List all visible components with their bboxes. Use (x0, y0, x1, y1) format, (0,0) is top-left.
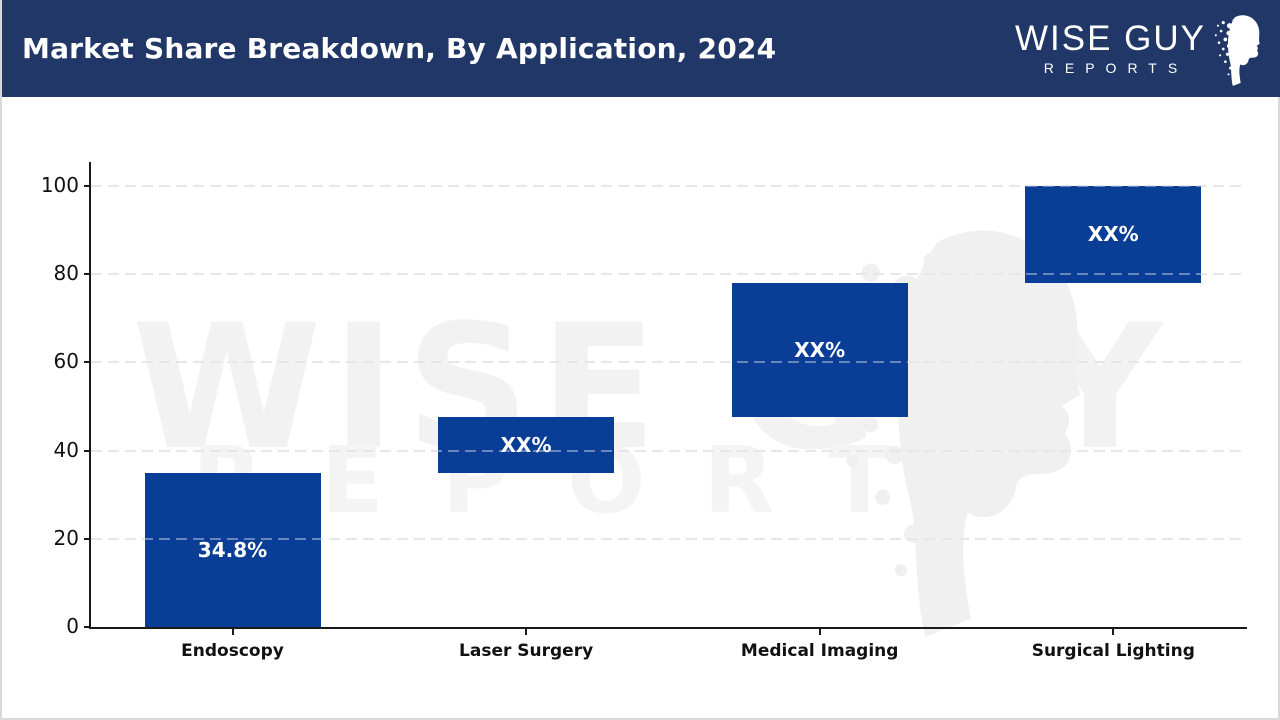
bar-surgical-lighting: XX% (1025, 185, 1202, 283)
gridline-100 (91, 184, 1247, 187)
y-tick-mark-0 (84, 626, 91, 628)
y-tick-mark-40 (84, 449, 91, 452)
bar-medical-imaging: XX% (731, 282, 908, 418)
gridline-80 (91, 273, 1247, 276)
y-tick-label-20: 20 (53, 525, 79, 550)
logo-brand-name: WISE GUY (1014, 19, 1206, 58)
x-tick-mark-1 (525, 628, 528, 635)
y-tick-label-80: 80 (53, 261, 79, 286)
y-tick-label-0: 0 (66, 614, 79, 638)
x-tick-mark-3 (1112, 628, 1115, 635)
wise-guy-reports-logo: WISE GUY REPORTS (1015, 12, 1264, 86)
x-category-label-0: Endoscopy (181, 641, 284, 661)
y-tick-label-60: 60 (53, 349, 79, 374)
x-tick-mark-0 (231, 628, 234, 635)
bar-endoscopy: 34.8% (144, 473, 321, 627)
bar-value-label: XX% (500, 433, 552, 458)
y-axis-line (89, 162, 91, 629)
bar-value-label: XX% (1087, 222, 1139, 247)
gridline-overlay-80 (91, 273, 1247, 276)
bar-laser-surgery: XX% (438, 417, 615, 474)
x-axis-line (89, 627, 1247, 629)
y-tick-label-40: 40 (53, 437, 79, 462)
gridline-overlay-60 (91, 361, 1247, 364)
gridline-overlay-20 (91, 537, 1247, 540)
y-tick-label-100: 100 (40, 172, 79, 197)
logo-text: WISE GUY REPORTS (1015, 21, 1206, 76)
x-tick-mark-2 (818, 628, 821, 635)
gridline-60 (91, 361, 1247, 364)
logo-head-icon (1210, 12, 1264, 86)
gridline-20 (91, 537, 1247, 540)
x-category-label-1: Laser Surgery (459, 641, 594, 661)
y-tick-mark-80 (84, 273, 91, 276)
gridline-overlay-100 (91, 184, 1247, 187)
x-category-label-2: Medical Imaging (740, 641, 899, 661)
page-title: Market Share Breakdown, By Application, … (22, 32, 777, 65)
x-category-label-3: Surgical Lighting (1031, 641, 1195, 661)
bar-value-label: XX% (794, 338, 846, 363)
y-tick-mark-60 (84, 361, 91, 364)
y-tick-mark-100 (84, 184, 91, 187)
gridline-overlay-40 (91, 449, 1247, 452)
y-tick-mark-20 (84, 537, 91, 540)
waterfall-chart: WISE GUY REPORTS 0 20 40 60 80 100 34.8% Endosc… (2, 97, 1280, 717)
gridline-40 (91, 449, 1247, 452)
header-bar: Market Share Breakdown, By Application, … (2, 0, 1280, 97)
logo-brand-subtitle: REPORTS (1043, 60, 1189, 76)
bar-value-label: 34.8% (197, 538, 268, 563)
